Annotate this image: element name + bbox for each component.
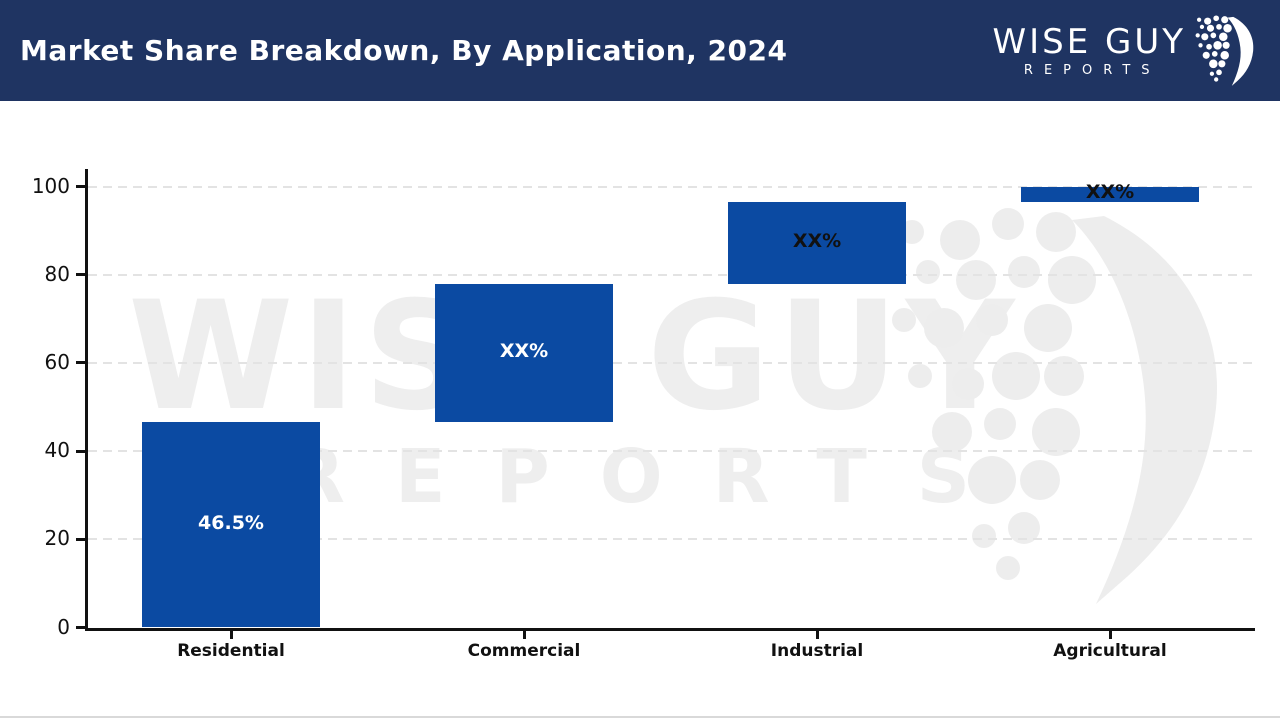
y-tick-label-0: 0 <box>57 614 70 639</box>
y-tick-label-100: 100 <box>31 173 70 198</box>
bar-label-agricultural: XX% <box>1085 181 1135 204</box>
x-tickmark-agricultural <box>1108 630 1112 639</box>
x-tickmark-industrial <box>815 630 819 639</box>
y-tickmark-20 <box>76 537 85 541</box>
gridline-20 <box>88 538 1255 541</box>
x-tickmark-commercial <box>522 630 526 639</box>
y-tickmark-80 <box>76 273 85 277</box>
logo-subtext: REPORTS <box>1023 62 1161 78</box>
x-tick-label-commercial: Commercial <box>467 640 581 661</box>
y-tick-label-60: 60 <box>44 349 70 374</box>
x-tick-label-industrial: Industrial <box>770 640 864 661</box>
bar-label-commercial: XX% <box>499 339 549 362</box>
page-title: Market Share Breakdown, By Application, … <box>20 34 788 67</box>
x-axis-line <box>85 627 1255 631</box>
bar-industrial <box>728 201 906 284</box>
y-tick-label-20: 20 <box>44 526 70 551</box>
y-tickmark-60 <box>76 361 85 365</box>
bar-commercial <box>435 283 613 423</box>
y-tick-label-40: 40 <box>44 438 70 463</box>
bar-residential <box>142 422 320 628</box>
header: Market Share Breakdown, By Application, … <box>0 0 1280 101</box>
gridline-40 <box>88 450 1255 453</box>
logo-face-icon <box>1195 14 1254 86</box>
y-tickmark-40 <box>76 449 85 453</box>
y-axis-line <box>85 169 88 631</box>
x-tickmark-residential <box>229 630 233 639</box>
footer-line <box>0 716 1280 718</box>
gridline-80 <box>88 273 1255 276</box>
bar-agricultural <box>1021 186 1199 202</box>
y-tick-label-80: 80 <box>44 261 70 286</box>
gridline-60 <box>88 361 1255 364</box>
bar-label-industrial: XX% <box>792 229 842 252</box>
y-tickmark-0 <box>76 626 85 629</box>
y-tickmark-100 <box>76 185 85 188</box>
bar-label-residential: 46.5% <box>198 511 264 534</box>
brand-logo: WISE GUY REPORTS <box>992 14 1256 88</box>
logo-wordmark: WISE GUY <box>992 21 1186 62</box>
gridline-100 <box>88 185 1255 188</box>
x-tick-label-residential: Residential <box>177 640 285 661</box>
x-tick-label-agricultural: Agricultural <box>1053 640 1167 661</box>
logo-text: WISE GUY REPORTS <box>992 25 1186 77</box>
